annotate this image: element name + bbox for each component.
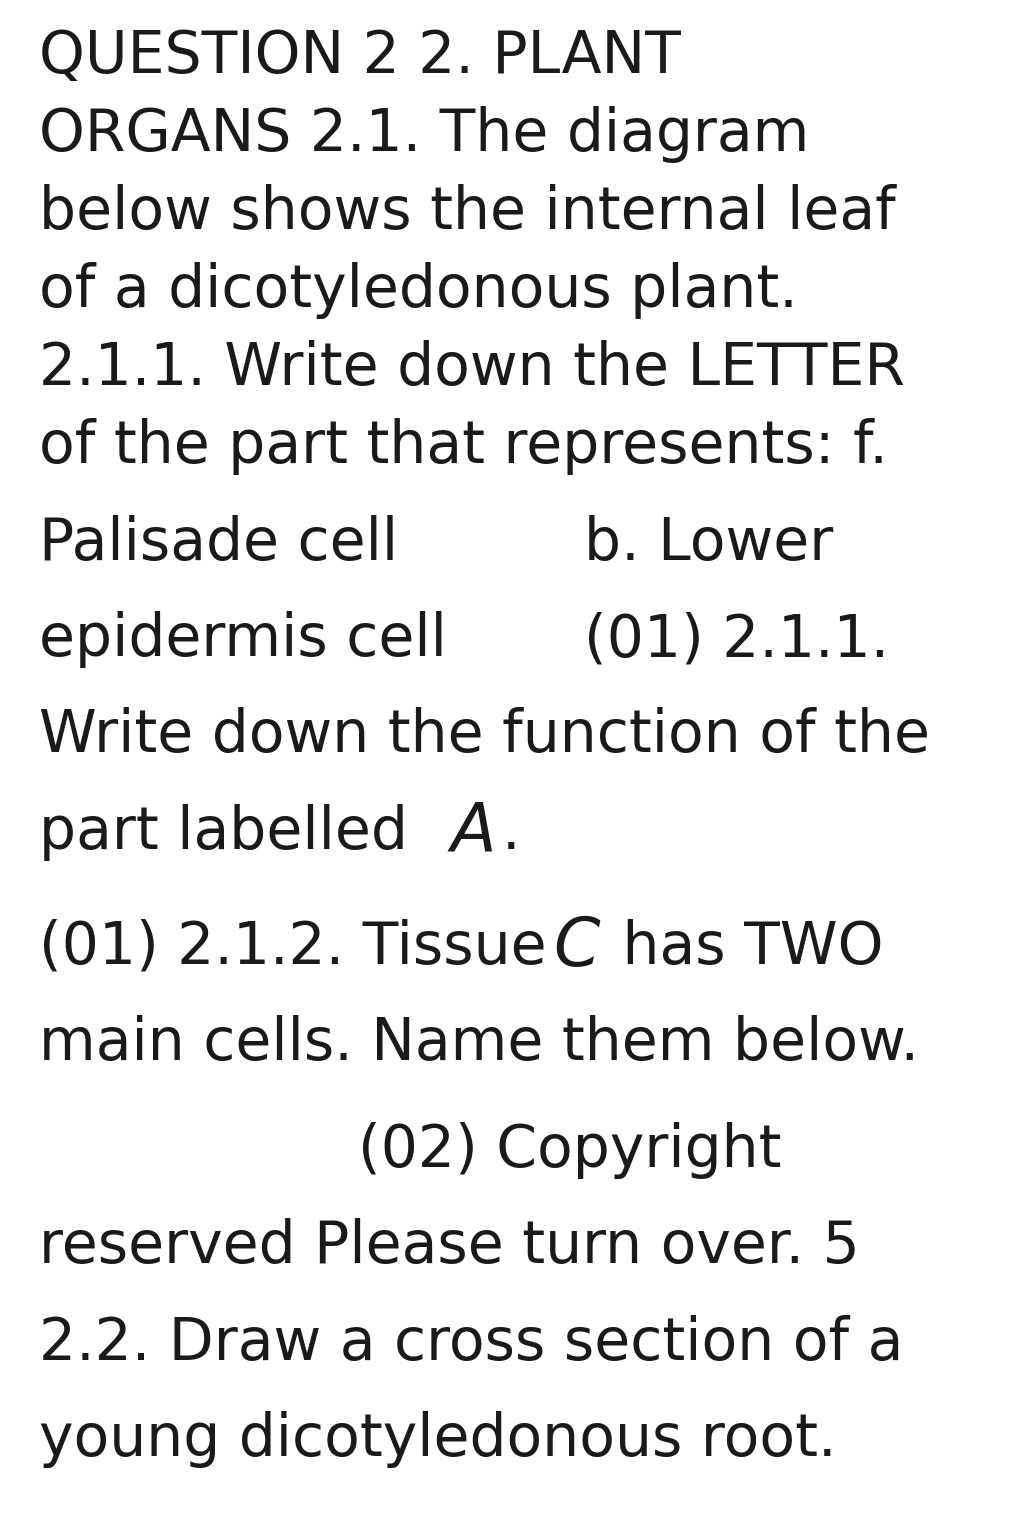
Text: epidermis cell: epidermis cell [39, 610, 446, 669]
Text: below shows the internal leaf: below shows the internal leaf [39, 184, 896, 242]
Text: C: C [553, 913, 599, 981]
Text: has TWO: has TWO [604, 918, 884, 976]
Text: Palisade cell: Palisade cell [39, 514, 398, 572]
Text: (01) 2.1.1.: (01) 2.1.1. [584, 610, 889, 669]
Text: young dicotyledonous root.: young dicotyledonous root. [39, 1411, 837, 1469]
Text: of a dicotyledonous plant.: of a dicotyledonous plant. [39, 262, 798, 320]
Text: b. Lower: b. Lower [584, 514, 833, 572]
Text: main cells. Name them below.: main cells. Name them below. [39, 1014, 919, 1073]
Text: ORGANS 2.1. The diagram: ORGANS 2.1. The diagram [39, 106, 809, 164]
Text: 2.2. Draw a cross section of a: 2.2. Draw a cross section of a [39, 1314, 903, 1372]
Text: A: A [451, 799, 497, 866]
Text: .: . [502, 803, 520, 861]
Text: part labelled: part labelled [39, 803, 426, 861]
Text: (01) 2.1.2. Tissue: (01) 2.1.2. Tissue [39, 918, 565, 976]
Text: Write down the function of the: Write down the function of the [39, 707, 930, 765]
Text: 2.1.1. Write down the LETTER: 2.1.1. Write down the LETTER [39, 340, 905, 398]
Text: QUESTION 2 2. PLANT: QUESTION 2 2. PLANT [39, 28, 681, 86]
Text: reserved Please turn over. 5: reserved Please turn over. 5 [39, 1218, 860, 1276]
Text: (02) Copyright: (02) Copyright [358, 1121, 782, 1180]
Text: of the part that represents: f.: of the part that represents: f. [39, 418, 888, 476]
